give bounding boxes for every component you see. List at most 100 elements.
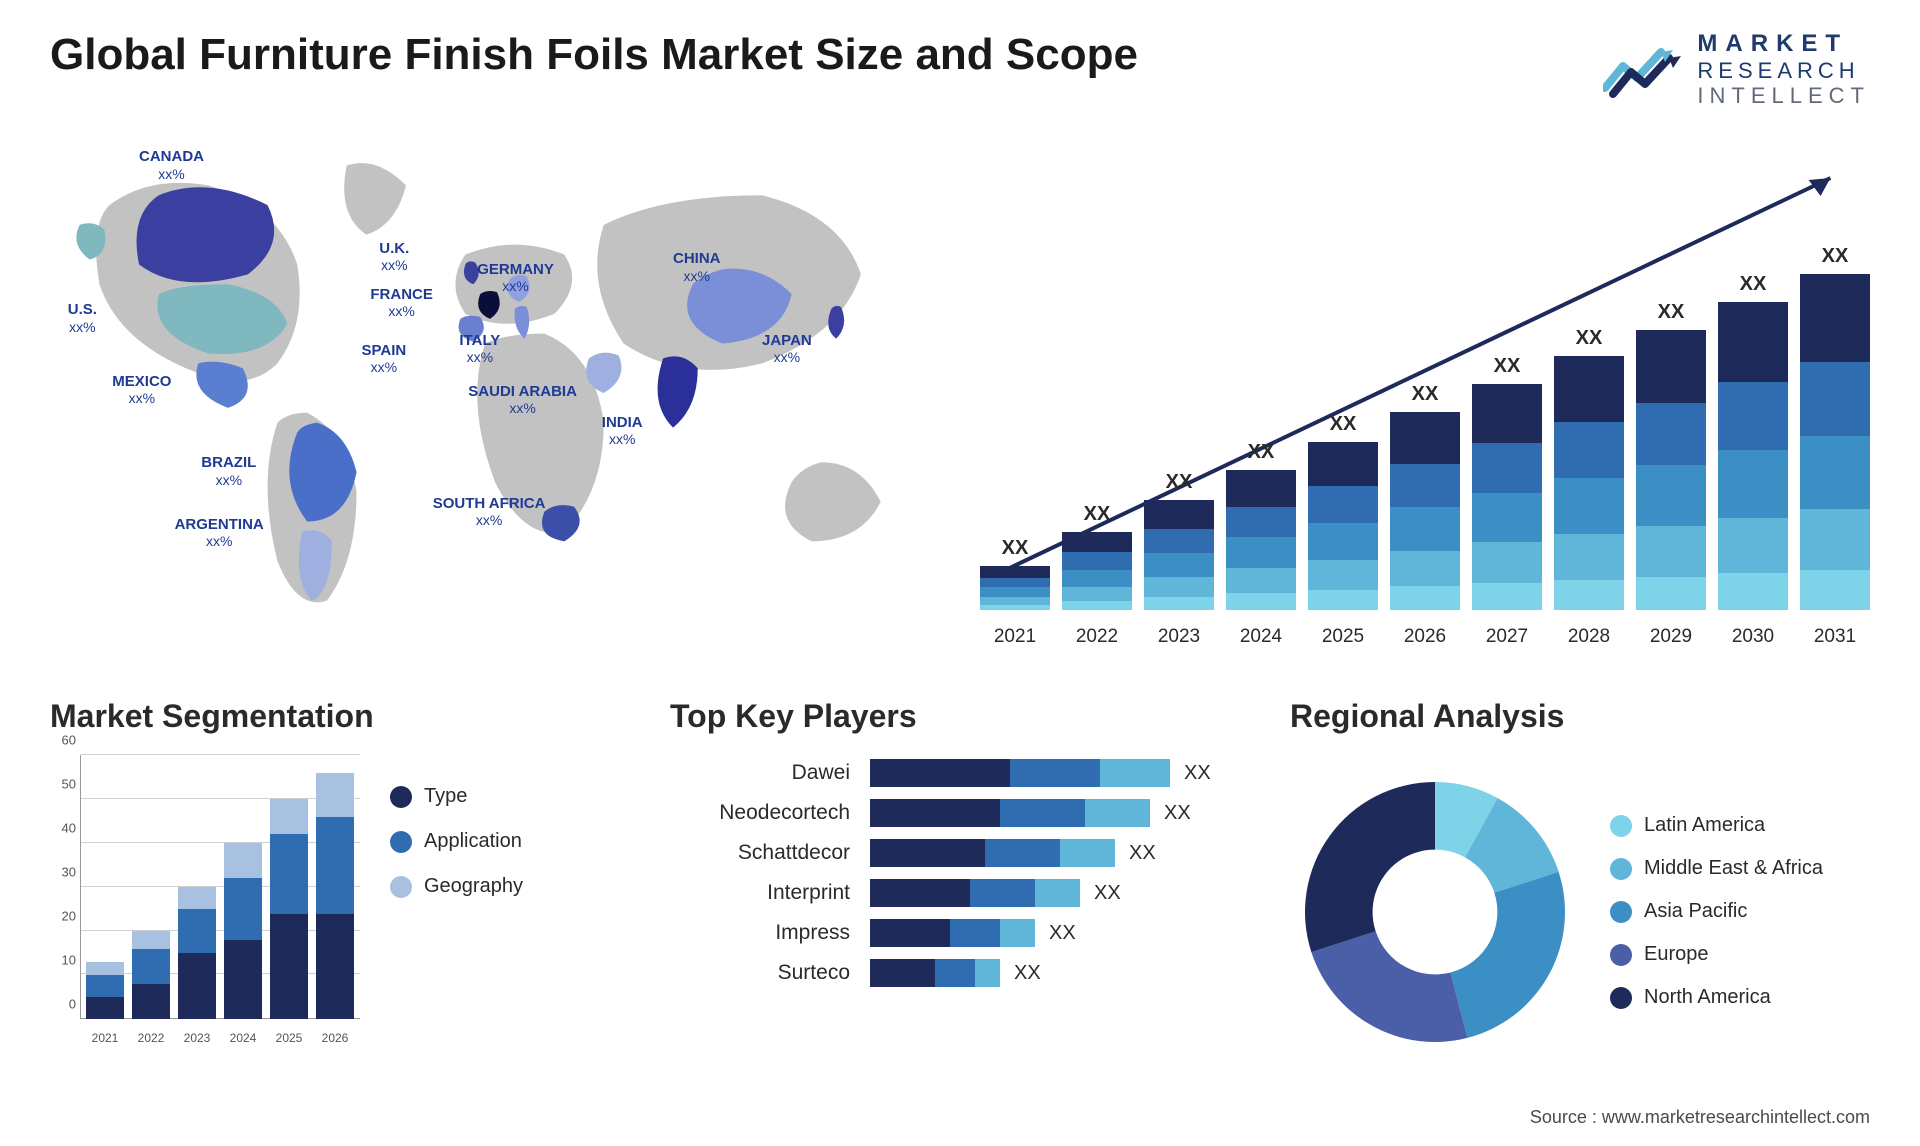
donut-slice — [1311, 931, 1467, 1042]
key-player-bar — [870, 959, 1000, 987]
map-label: SPAINxx% — [362, 342, 407, 375]
legend-item: Latin America — [1610, 814, 1823, 837]
segmentation-title: Market Segmentation — [50, 698, 630, 735]
page-title: Global Furniture Finish Foils Market Siz… — [50, 30, 1138, 80]
key-player-row: Impress XX — [670, 919, 1250, 947]
legend-label: Application — [424, 830, 522, 853]
map-label: SOUTH AFRICAxx% — [433, 495, 546, 528]
growth-bar: XX — [980, 537, 1050, 610]
growth-x-label: 2031 — [1800, 626, 1870, 648]
seg-bar — [86, 962, 124, 1019]
seg-y-tick: 50 — [50, 777, 76, 792]
regional-legend: Latin AmericaMiddle East & AfricaAsia Pa… — [1610, 814, 1823, 1009]
segmentation-panel: Market Segmentation 0102030405060 202120… — [50, 698, 630, 1068]
seg-x-label: 2025 — [270, 1031, 308, 1045]
row-bottom: Market Segmentation 0102030405060 202120… — [50, 698, 1870, 1068]
growth-x-label: 2021 — [980, 626, 1050, 648]
legend-swatch — [390, 786, 412, 808]
logo-line2: RESEARCH — [1697, 58, 1870, 83]
header: Global Furniture Finish Foils Market Siz… — [50, 30, 1870, 108]
growth-bar-value: XX — [1084, 503, 1111, 526]
map-label: ITALYxx% — [459, 332, 500, 365]
growth-x-label: 2023 — [1144, 626, 1214, 648]
legend-item: Application — [390, 830, 523, 853]
key-player-bar — [870, 799, 1150, 827]
legend-item: Europe — [1610, 943, 1823, 966]
legend-swatch — [390, 876, 412, 898]
key-player-name: Surteco — [670, 961, 850, 985]
growth-bar-value: XX — [1330, 413, 1357, 436]
legend-item: Geography — [390, 875, 523, 898]
growth-bar-value: XX — [1494, 355, 1521, 378]
growth-bar: XX — [1718, 273, 1788, 610]
source-text: Source : www.marketresearchintellect.com — [1530, 1107, 1870, 1128]
key-player-value: XX — [1014, 962, 1041, 985]
key-player-name: Interprint — [670, 881, 850, 905]
key-player-value: XX — [1164, 802, 1191, 825]
map-label: U.K.xx% — [379, 240, 409, 273]
legend-label: Europe — [1644, 943, 1709, 966]
growth-bar-value: XX — [1576, 327, 1603, 350]
regional-donut — [1290, 767, 1580, 1057]
key-player-row: InterprintXX — [670, 879, 1250, 907]
key-player-name: Impress — [670, 921, 850, 945]
regional-panel: Regional Analysis Latin AmericaMiddle Ea… — [1290, 698, 1870, 1068]
growth-bar-value: XX — [1002, 537, 1029, 560]
seg-x-label: 2021 — [86, 1031, 124, 1045]
key-player-bar — [870, 759, 1170, 787]
regional-title: Regional Analysis — [1290, 698, 1870, 735]
growth-x-label: 2030 — [1718, 626, 1788, 648]
growth-bar-value: XX — [1412, 383, 1439, 406]
seg-y-tick: 30 — [50, 865, 76, 880]
map-label: JAPANxx% — [762, 332, 812, 365]
legend-swatch — [390, 831, 412, 853]
growth-bar-value: XX — [1658, 301, 1685, 324]
growth-x-label: 2028 — [1554, 626, 1624, 648]
key-player-value: XX — [1129, 842, 1156, 865]
growth-bar-value: XX — [1248, 441, 1275, 464]
row-top: CANADAxx%U.S.xx%MEXICOxx%BRAZILxx%ARGENT… — [50, 138, 1870, 648]
donut-slice — [1305, 782, 1435, 952]
key-players-panel: Top Key Players DaweiXXNeodecortechXXSch… — [670, 698, 1250, 1068]
key-player-value: XX — [1184, 762, 1211, 785]
growth-bar: XX — [1062, 503, 1132, 610]
growth-bar-value: XX — [1166, 471, 1193, 494]
key-player-name: Schattdecor — [670, 841, 850, 865]
legend-label: Latin America — [1644, 814, 1765, 837]
growth-bar: XX — [1390, 383, 1460, 610]
key-players-title: Top Key Players — [670, 698, 1250, 735]
key-player-bar — [870, 919, 1035, 947]
key-player-value: XX — [1049, 922, 1076, 945]
legend-swatch — [1610, 815, 1632, 837]
segmentation-chart: 0102030405060 202120222023202420252026 — [50, 755, 360, 1045]
seg-y-tick: 60 — [50, 733, 76, 748]
legend-item: North America — [1610, 986, 1823, 1009]
growth-bar: XX — [1226, 441, 1296, 610]
seg-y-tick: 10 — [50, 953, 76, 968]
key-player-row: Surteco XX — [670, 959, 1250, 987]
key-player-name: Dawei — [670, 761, 850, 785]
legend-swatch — [1610, 944, 1632, 966]
seg-x-label: 2026 — [316, 1031, 354, 1045]
logo-icon — [1603, 40, 1683, 98]
legend-label: Geography — [424, 875, 523, 898]
seg-x-label: 2023 — [178, 1031, 216, 1045]
donut-slice — [1451, 872, 1565, 1038]
growth-bar: XX — [1144, 471, 1214, 610]
logo-line1: MARKET — [1697, 30, 1870, 58]
seg-bar — [132, 931, 170, 1019]
growth-bar: XX — [1800, 245, 1870, 610]
map-label: ARGENTINAxx% — [175, 516, 264, 549]
map-label: U.S.xx% — [68, 301, 97, 334]
growth-x-label: 2025 — [1308, 626, 1378, 648]
key-player-row: Schattdecor XX — [670, 839, 1250, 867]
key-player-row: Dawei XX — [670, 759, 1250, 787]
seg-x-label: 2022 — [132, 1031, 170, 1045]
logo-line3: INTELLECT — [1697, 83, 1870, 108]
legend-label: Asia Pacific — [1644, 900, 1747, 923]
key-player-bar — [870, 839, 1115, 867]
brand-logo: MARKET RESEARCH INTELLECT — [1603, 30, 1870, 108]
key-players-chart: DaweiXXNeodecortechXXSchattdecorXXInterp… — [670, 755, 1250, 987]
seg-y-tick: 20 — [50, 909, 76, 924]
growth-bar: XX — [1472, 355, 1542, 610]
